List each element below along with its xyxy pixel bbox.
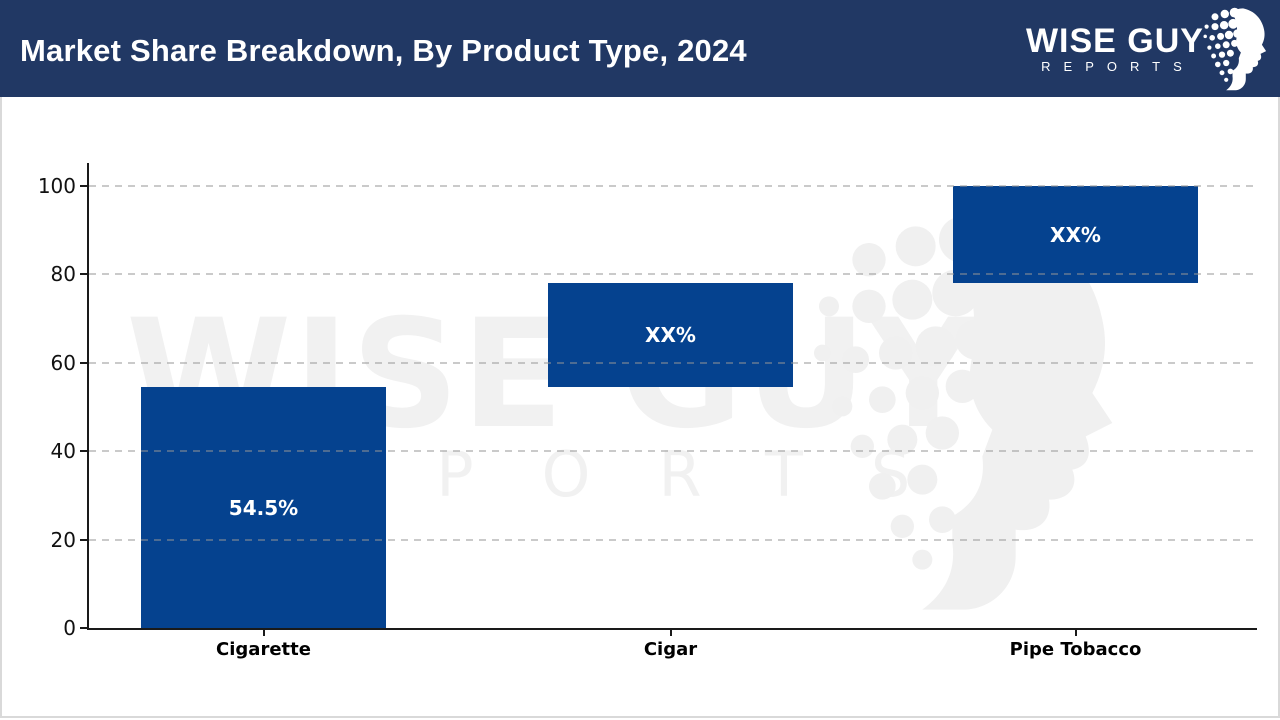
bar-cigarette: 54.5% — [141, 387, 386, 628]
y-tick-mark — [80, 627, 87, 629]
y-tick-label: 60 — [50, 350, 76, 375]
y-tick-mark — [80, 361, 87, 364]
y-tick-label: 80 — [50, 262, 76, 287]
header-bar: Market Share Breakdown, By Product Type,… — [0, 0, 1280, 97]
gridline-80 — [89, 273, 1256, 276]
x-tick-mark — [262, 630, 265, 636]
bar-value-label: XX% — [645, 323, 696, 348]
x-axis-line — [87, 628, 1257, 630]
gridline-100 — [89, 185, 1256, 187]
x-tick-mark — [1074, 630, 1077, 636]
category-label: Pipe Tobacco — [1009, 639, 1142, 660]
gridline-20 — [89, 538, 1256, 541]
y-tick-mark — [80, 450, 87, 453]
chart-title: Market Share Breakdown, By Product Type,… — [20, 33, 747, 68]
y-tick-label: 40 — [50, 439, 76, 464]
wiseguy-head-logo-icon — [1200, 7, 1272, 91]
bar-value-label: 54.5% — [228, 495, 299, 520]
y-tick-mark — [80, 538, 87, 541]
y-tick-label: 20 — [50, 527, 76, 552]
bar-cigar: XX% — [548, 283, 793, 388]
x-tick-mark — [669, 630, 672, 636]
category-label: Cigarette — [216, 639, 311, 660]
y-tick-label: 100 — [37, 174, 76, 198]
y-tick-mark — [80, 273, 87, 276]
gridline-60 — [89, 361, 1256, 364]
gridline-40 — [89, 450, 1256, 453]
category-label: Cigar — [643, 639, 698, 660]
wiseguy-reports-logo: WISE GUY REPORTS — [1026, 6, 1272, 92]
y-tick-mark — [80, 185, 87, 187]
logo-wiseguy-label: WISE GUY — [1025, 22, 1204, 60]
bar-value-label: XX% — [1050, 222, 1101, 247]
bar-pipe-tobacco: XX% — [953, 186, 1198, 284]
logo-reports-label: REPORTS — [1041, 59, 1195, 74]
y-tick-label: 0 — [63, 616, 76, 640]
logo-text: WISE GUY REPORTS — [1026, 23, 1204, 75]
y-axis-line — [87, 163, 89, 630]
